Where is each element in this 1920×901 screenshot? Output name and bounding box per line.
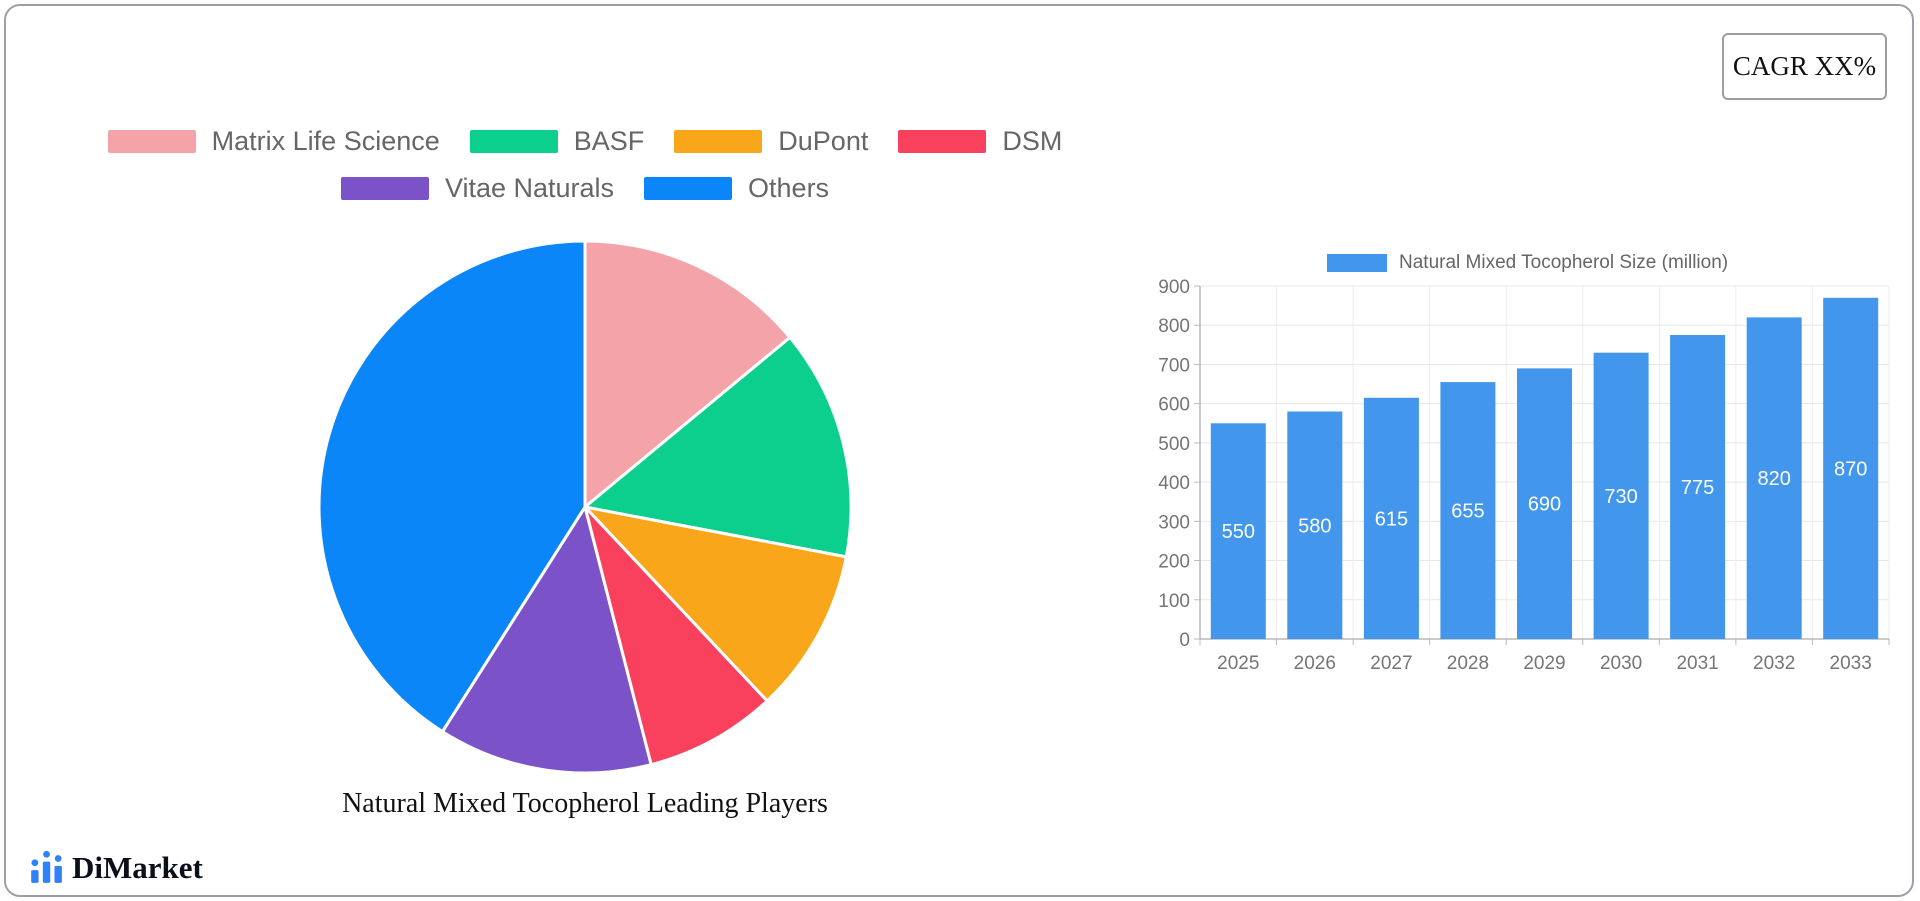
legend-swatch	[644, 177, 733, 200]
bar-value-label: 690	[1528, 494, 1561, 516]
pie-slice-vitae-naturals[interactable]	[440, 505, 653, 775]
legend-item-dupont[interactable]: DuPont	[674, 126, 868, 157]
pie-legend-row: Vitae Naturals Others	[340, 173, 829, 204]
pie-chart	[317, 239, 853, 775]
legend-swatch	[469, 130, 558, 153]
y-tick-label: 800	[1158, 316, 1190, 337]
bar-value-label: 580	[1298, 515, 1331, 537]
legend-label: Others	[748, 173, 830, 203]
legend-item-matrix-life-science[interactable]: Matrix Life Science	[107, 126, 440, 157]
bar-legend-label: Natural Mixed Tocopherol Size (million)	[1399, 252, 1729, 273]
pie-title: Natural Mixed Tocopherol Leading Players	[342, 788, 828, 819]
bar-2033[interactable]	[1823, 297, 1879, 639]
bar-legend[interactable]: Natural Mixed Tocopherol Size (million)	[1327, 252, 1728, 274]
bar-value-label: 775	[1681, 477, 1714, 499]
legend-swatch	[340, 177, 429, 200]
bar-chart-icon	[31, 850, 62, 883]
legend-item-others[interactable]: Others	[644, 173, 829, 204]
x-tick-label: 2027	[1370, 653, 1412, 674]
bar-value-label: 615	[1375, 508, 1408, 530]
x-tick-label: 2031	[1676, 653, 1718, 674]
pie-slice-dsm[interactable]	[583, 505, 769, 767]
y-tick-label: 400	[1158, 473, 1190, 494]
bar-2030[interactable]	[1593, 352, 1649, 639]
bar-2028[interactable]	[1440, 382, 1496, 639]
y-tick-label: 600	[1158, 395, 1190, 416]
x-tick-label: 2026	[1294, 653, 1336, 674]
bar-2032[interactable]	[1746, 317, 1802, 639]
bar-legend-swatch	[1327, 254, 1387, 272]
cagr-label: CAGR XX%	[1732, 51, 1877, 81]
cagr-badge: CAGR XX%	[1722, 33, 1887, 100]
x-tick-label: 2029	[1523, 653, 1565, 674]
bar-chart: 0 100 200 300 400 500 600 700 800 900 550 2025 580 20…	[1158, 277, 1890, 674]
pie-slice-basf[interactable]	[583, 335, 853, 559]
bar-value-label: 730	[1604, 486, 1637, 508]
y-tick-label: 0	[1179, 630, 1190, 651]
bar-value-label: 870	[1834, 458, 1867, 480]
bar-2025[interactable]	[1210, 423, 1266, 639]
y-tick-label: 900	[1158, 277, 1190, 298]
pie-slice-dupont[interactable]	[583, 505, 848, 703]
legend-swatch	[674, 130, 763, 153]
bar-value-label: 655	[1451, 501, 1484, 523]
y-tick-label: 100	[1158, 591, 1190, 612]
y-tick-label: 500	[1158, 434, 1190, 455]
legend-swatch	[107, 130, 196, 153]
legend-label: Vitae Naturals	[444, 173, 615, 203]
x-tick-label: 2025	[1217, 653, 1259, 674]
legend-label: BASF	[573, 126, 645, 156]
legend-label: DSM	[1002, 126, 1063, 156]
legend-label: DuPont	[778, 126, 869, 156]
bar-2026[interactable]	[1287, 411, 1343, 640]
legend-item-basf[interactable]: BASF	[469, 126, 645, 157]
legend-item-dsm[interactable]: DSM	[898, 126, 1062, 157]
pie-legend: Matrix Life Science BASF DuPont DSM Vitae Na…	[85, 126, 1085, 204]
pie-slice-others[interactable]	[317, 239, 587, 734]
pie-legend-row: Matrix Life Science BASF DuPont DSM	[107, 126, 1062, 157]
bar-value-label: 820	[1758, 468, 1791, 490]
y-tick-label: 300	[1158, 512, 1190, 533]
bar-2029[interactable]	[1517, 368, 1572, 639]
logo-text: DiMarket	[72, 850, 203, 885]
bar-value-label: 550	[1222, 521, 1255, 543]
pie-slice-matrix-life-science[interactable]	[583, 239, 792, 509]
legend-swatch	[898, 130, 987, 153]
bar-2031[interactable]	[1670, 335, 1726, 639]
legend-label: Matrix Life Science	[211, 126, 440, 156]
x-tick-label: 2030	[1600, 653, 1642, 674]
y-tick-label: 700	[1158, 355, 1190, 376]
bar-2027[interactable]	[1363, 397, 1419, 639]
x-tick-label: 2028	[1447, 653, 1489, 674]
legend-item-vitae-naturals[interactable]: Vitae Naturals	[340, 173, 615, 204]
x-tick-label: 2033	[1830, 653, 1872, 674]
y-tick-label: 200	[1158, 552, 1190, 573]
dimarket-logo[interactable]: DiMarket	[28, 850, 203, 886]
x-tick-label: 2032	[1753, 653, 1795, 674]
